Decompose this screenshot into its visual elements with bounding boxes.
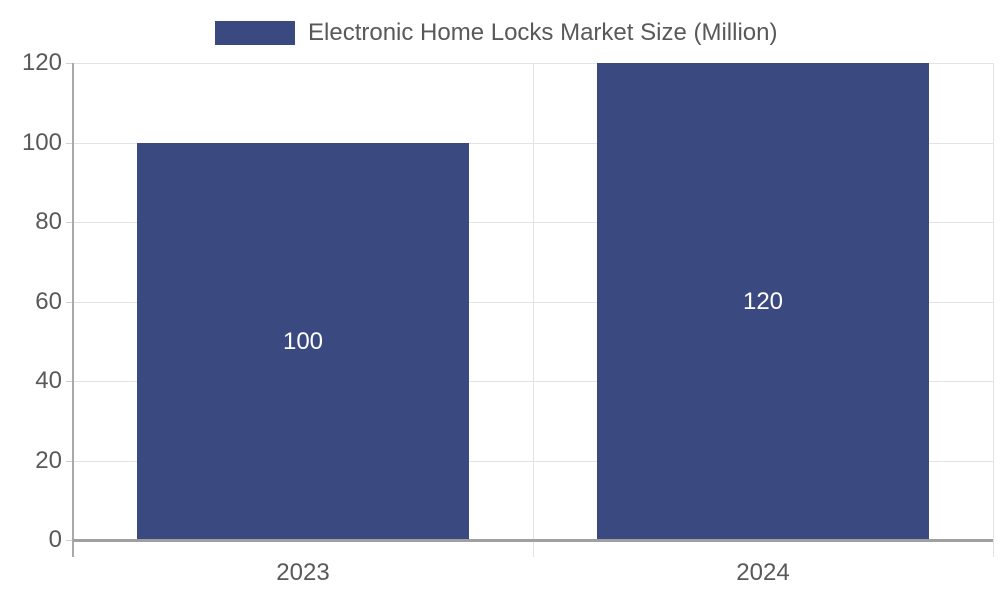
gridline-horizontal (73, 63, 993, 64)
gridline-horizontal (73, 143, 993, 144)
x-axis-tick (533, 540, 534, 557)
y-axis-tick (66, 381, 73, 382)
y-axis-tick (66, 143, 73, 144)
y-axis-tick (66, 461, 73, 462)
y-axis-tick (66, 222, 73, 223)
bar-2023[interactable] (137, 143, 469, 539)
x-axis-category-label: 2024 (736, 559, 790, 586)
gridline-vertical (993, 63, 994, 540)
y-axis-tick (66, 63, 73, 64)
gridline-vertical (533, 63, 534, 540)
y-axis-tick-label: 100 (21, 129, 62, 156)
x-axis-tick (993, 540, 994, 557)
legend-label: Electronic Home Locks Market Size (Milli… (308, 19, 778, 46)
bar-value-label: 120 (742, 288, 784, 315)
y-axis-tick-label: 60 (35, 288, 62, 315)
gridline-horizontal (73, 381, 993, 382)
y-axis-tick (66, 302, 73, 303)
y-axis-tick-label: 0 (48, 526, 62, 553)
y-axis-line (72, 63, 74, 557)
gridline-horizontal (73, 222, 993, 223)
legend-swatch-icon (215, 21, 295, 45)
y-axis-tick-label: 80 (35, 208, 62, 235)
y-axis-tick (66, 540, 73, 541)
bar-value-label: 100 (282, 328, 324, 355)
gridline-horizontal (73, 302, 993, 303)
y-axis-tick-label: 40 (35, 367, 62, 394)
y-axis-tick-label: 20 (35, 447, 62, 474)
bar-2024[interactable] (597, 63, 929, 539)
legend[interactable]: Electronic Home Locks Market Size (Milli… (215, 17, 777, 49)
y-axis-tick-label: 120 (21, 49, 62, 76)
gridline-horizontal (73, 461, 993, 462)
x-axis-category-label: 2023 (276, 559, 330, 586)
x-axis-line (73, 539, 993, 542)
